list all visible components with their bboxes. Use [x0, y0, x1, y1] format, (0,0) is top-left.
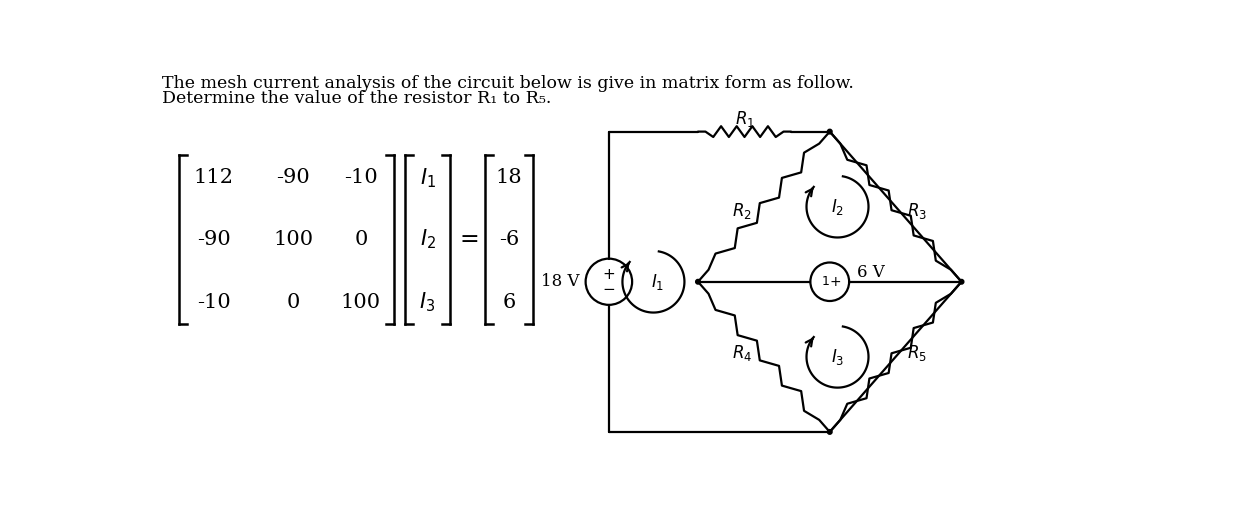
Text: $R_3$: $R_3$ [907, 201, 927, 221]
Text: 0: 0 [287, 293, 300, 312]
Text: 18 V: 18 V [541, 273, 580, 290]
Text: 100: 100 [274, 230, 313, 249]
Text: -90: -90 [276, 168, 310, 187]
Text: +: + [602, 267, 616, 281]
Text: 18: 18 [495, 168, 522, 187]
Text: -10: -10 [345, 168, 378, 187]
Text: 6 V: 6 V [857, 264, 884, 281]
Text: 112: 112 [194, 168, 234, 187]
Text: $\mathit{I}_2$: $\mathit{I}_2$ [419, 228, 435, 251]
Text: $R_5$: $R_5$ [907, 343, 927, 363]
Text: $I_3$: $I_3$ [831, 347, 845, 367]
Text: Determine the value of the resistor R₁ to R₅.: Determine the value of the resistor R₁ t… [162, 90, 551, 107]
Text: -90: -90 [197, 230, 230, 249]
Circle shape [827, 129, 832, 134]
Text: +: + [830, 275, 841, 289]
Text: $\mathit{I}_3$: $\mathit{I}_3$ [419, 291, 435, 314]
Text: $I_1$: $I_1$ [652, 272, 664, 292]
Text: 0: 0 [355, 230, 367, 249]
Circle shape [827, 430, 832, 434]
Text: =: = [459, 228, 479, 251]
Text: $R_4$: $R_4$ [731, 343, 753, 363]
Text: 6: 6 [503, 293, 515, 312]
Circle shape [959, 279, 964, 284]
Text: $I_2$: $I_2$ [831, 197, 845, 217]
Text: $R_2$: $R_2$ [733, 201, 753, 221]
Text: The mesh current analysis of the circuit below is give in matrix form as follow.: The mesh current analysis of the circuit… [162, 74, 853, 92]
Text: 1: 1 [822, 275, 830, 288]
Circle shape [695, 279, 700, 284]
Text: −: − [602, 282, 616, 297]
Text: -10: -10 [197, 293, 230, 312]
Text: -6: -6 [499, 230, 519, 249]
Text: $R_1$: $R_1$ [734, 109, 754, 129]
Text: $\mathit{I}_1$: $\mathit{I}_1$ [419, 166, 435, 189]
Text: 100: 100 [341, 293, 381, 312]
